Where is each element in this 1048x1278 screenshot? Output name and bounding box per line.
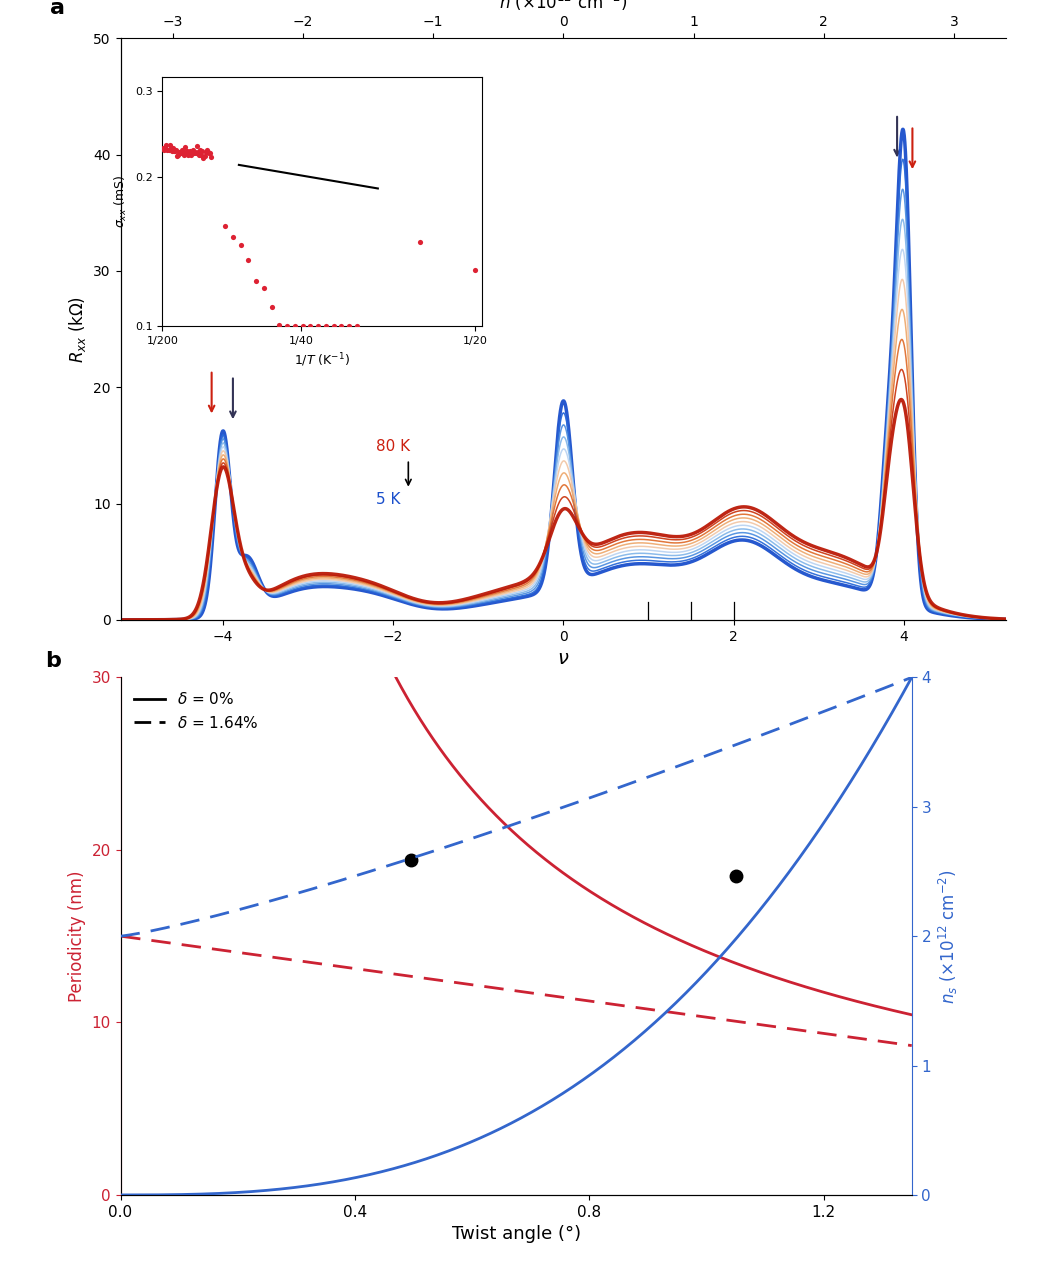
- Point: [177, 142, 194, 162]
- Point: [294, 316, 311, 336]
- Point: [180, 144, 197, 165]
- Y-axis label: $n_s$ ($\times$10$^{12}$ cm$^{-2}$): $n_s$ ($\times$10$^{12}$ cm$^{-2}$): [937, 869, 960, 1003]
- Point: [168, 139, 184, 160]
- Point: [158, 135, 175, 156]
- Point: [271, 314, 288, 335]
- Point: [166, 141, 182, 161]
- Point: [169, 146, 185, 166]
- Point: [162, 138, 179, 158]
- Point: [263, 296, 280, 317]
- X-axis label: $1/T$ (K$^{-1}$): $1/T$ (K$^{-1}$): [294, 351, 350, 369]
- Point: [201, 143, 218, 164]
- Point: [170, 146, 187, 166]
- Legend: $\delta$ = 0%, $\delta$ = 1.64%: $\delta$ = 0%, $\delta$ = 1.64%: [128, 685, 265, 737]
- Point: [240, 249, 257, 270]
- Point: [183, 144, 200, 165]
- Point: [232, 235, 248, 256]
- Point: [193, 146, 210, 166]
- Y-axis label: Periodicity (nm): Periodicity (nm): [68, 870, 86, 1002]
- Point: [156, 139, 173, 160]
- Point: [198, 141, 215, 161]
- Point: [187, 142, 203, 162]
- Point: [302, 316, 319, 336]
- Y-axis label: $R_{xx}$ (k$\Omega$): $R_{xx}$ (k$\Omega$): [67, 295, 88, 363]
- X-axis label: $\nu$: $\nu$: [558, 649, 569, 668]
- X-axis label: Twist angle (°): Twist angle (°): [452, 1226, 581, 1243]
- Point: [199, 142, 216, 162]
- Text: 5 K: 5 K: [376, 492, 400, 506]
- Point: [182, 141, 199, 161]
- Point: [179, 141, 196, 161]
- Point: [333, 316, 350, 336]
- Point: [172, 143, 189, 164]
- Point: [196, 146, 213, 166]
- Point: [191, 144, 208, 165]
- Point: [176, 137, 193, 157]
- Point: [188, 143, 204, 164]
- Point: [411, 231, 428, 252]
- Point: [161, 135, 178, 156]
- Point: [192, 139, 209, 160]
- Point: [466, 259, 483, 280]
- Point: [349, 316, 366, 336]
- Point: [197, 142, 214, 162]
- Point: [159, 141, 176, 161]
- Point: [175, 144, 192, 165]
- Point: [310, 316, 327, 336]
- Point: [157, 138, 174, 158]
- Point: [181, 142, 198, 162]
- Point: [165, 138, 181, 158]
- Point: [247, 271, 264, 291]
- Point: [341, 316, 357, 336]
- Point: [256, 279, 272, 299]
- Point: [224, 227, 241, 248]
- Point: [155, 138, 172, 158]
- Point: [190, 142, 206, 162]
- Point: [325, 316, 342, 336]
- X-axis label: $n$ ($\times$10$^{12}$ cm$^{-2}$): $n$ ($\times$10$^{12}$ cm$^{-2}$): [499, 0, 628, 13]
- Point: [286, 316, 303, 336]
- Point: [184, 141, 201, 161]
- Point: [189, 137, 205, 157]
- Y-axis label: $\sigma_{xx}$ (mS): $\sigma_{xx}$ (mS): [113, 175, 129, 227]
- Point: [202, 147, 219, 167]
- Text: a: a: [49, 0, 65, 18]
- Text: 80 K: 80 K: [376, 440, 410, 454]
- Point: [163, 141, 180, 161]
- Point: [195, 147, 212, 167]
- Point: [160, 141, 177, 161]
- Text: b: b: [45, 652, 61, 671]
- Point: [279, 316, 296, 336]
- Point: [174, 143, 191, 164]
- Point: [194, 141, 211, 161]
- Point: [173, 139, 190, 160]
- Point: [200, 143, 217, 164]
- Point: [167, 142, 183, 162]
- Point: [217, 216, 234, 236]
- Point: [185, 143, 202, 164]
- Point: [171, 142, 188, 162]
- Point: [318, 316, 334, 336]
